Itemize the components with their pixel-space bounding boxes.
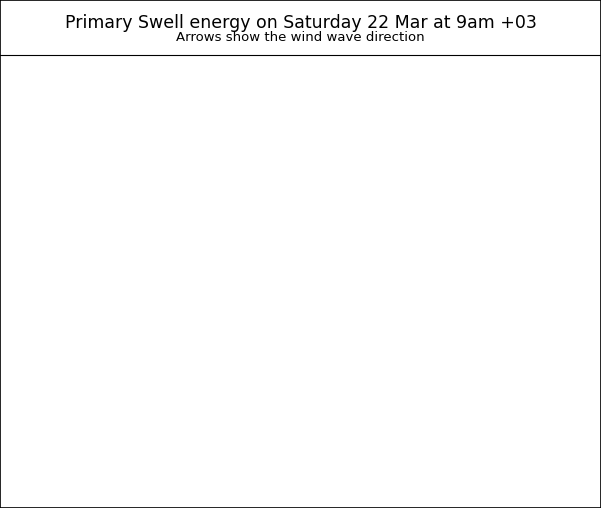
Text: Primary Swell energy on Saturday 22 Mar at 9am +03: Primary Swell energy on Saturday 22 Mar … [64, 14, 537, 32]
Text: Cartopy required: Cartopy required [218, 272, 383, 291]
Text: Arrows show the wind wave direction: Arrows show the wind wave direction [176, 31, 425, 45]
